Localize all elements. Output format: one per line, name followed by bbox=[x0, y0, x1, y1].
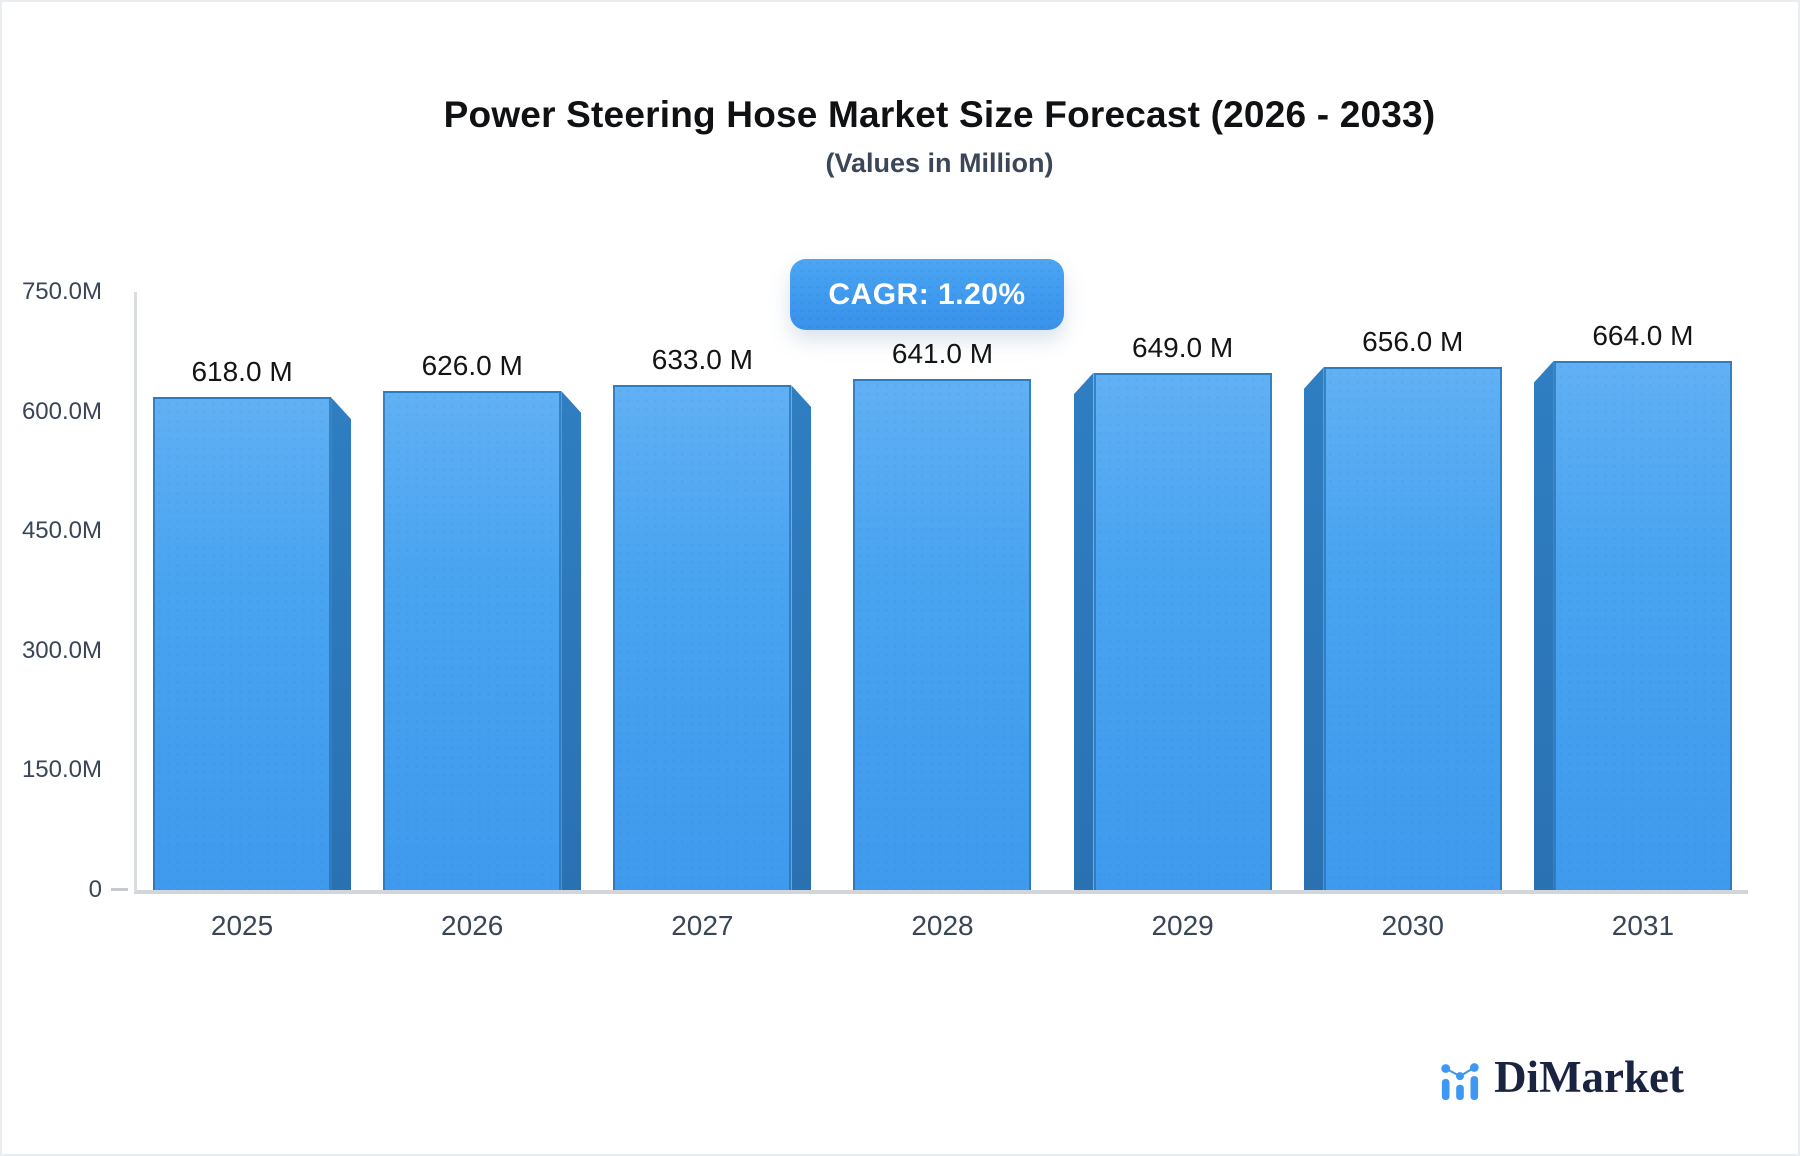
y-axis-label: 150.0M bbox=[21, 756, 102, 784]
bar-3d-2027: 633.0 M 2027 bbox=[613, 344, 812, 941]
bar-value-label: 641.0 M bbox=[891, 337, 994, 369]
plot-area: 618.0 M 2025 626.0 M 2026 633.0 M 2027 641.0 M… bbox=[134, 292, 1748, 941]
chart-title: Power Steering Hose Market Size Forecast… bbox=[443, 94, 1436, 135]
bar-3d-2026: 626.0 M 2026 bbox=[383, 350, 582, 941]
bar-value-label: 626.0 M bbox=[421, 349, 523, 381]
chart-header: Power Steering Hose Market Size Forecast… bbox=[134, 94, 1745, 179]
bar-2027 bbox=[613, 385, 792, 890]
bar-group-2030: 656.0 M 2030 bbox=[1288, 292, 1518, 941]
cagr-badge: CAGR: 1.20% bbox=[790, 259, 1064, 330]
x-axis-label: 2027 bbox=[671, 910, 734, 941]
bar-value-label: 618.0 M bbox=[191, 356, 293, 388]
mini-bar-chart-icon bbox=[1441, 1063, 1479, 1100]
bar-3d-2029: 649.0 M 2029 bbox=[1073, 332, 1272, 941]
zero-tick-mark bbox=[111, 888, 128, 891]
bar-3d-2028: 641.0 M 2028 bbox=[843, 338, 1041, 941]
brand-logo: DiMarket bbox=[1439, 1055, 1684, 1100]
bar-2026 bbox=[383, 390, 562, 890]
y-axis-tick: 750.0M bbox=[22, 277, 102, 307]
bar-value-label: 649.0 M bbox=[1132, 331, 1234, 363]
x-axis-label: 2030 bbox=[1381, 910, 1444, 941]
y-axis-label: 600.0M bbox=[21, 397, 102, 425]
y-axis-tick: 450.0M bbox=[22, 516, 102, 546]
bar-value-label: 656.0 M bbox=[1362, 325, 1464, 357]
bar-2028 bbox=[853, 378, 1032, 890]
brand-logo-text: DiMarket bbox=[1494, 1052, 1684, 1102]
bar-side-face bbox=[561, 390, 582, 890]
bar-side-face bbox=[1073, 372, 1094, 890]
bar-slots: 618.0 M 2025 626.0 M 2026 633.0 M 2027 641.0 M… bbox=[137, 292, 1748, 941]
y-axis-label: 750.0M bbox=[21, 278, 102, 305]
bar-group-2031: 664.0 M 2031 bbox=[1518, 292, 1748, 941]
x-axis-label: 2025 bbox=[210, 910, 274, 941]
bar-2031 bbox=[1553, 360, 1732, 890]
bar-group-2029: 649.0 M 2029 bbox=[1058, 292, 1288, 941]
bar-group-2026: 626.0 M 2026 bbox=[367, 292, 597, 941]
y-axis-label: 450.0M bbox=[21, 517, 102, 545]
x-axis-label: 2026 bbox=[441, 910, 504, 941]
y-axis-tick: 300.0M bbox=[22, 636, 102, 666]
bar-2025 bbox=[153, 397, 332, 890]
bar-side-face bbox=[1303, 366, 1324, 890]
bar-side-face bbox=[1533, 360, 1554, 890]
bar-2029 bbox=[1093, 372, 1272, 890]
bar-group-2028: 641.0 M 2028 bbox=[827, 292, 1057, 941]
bar-side-face bbox=[331, 397, 352, 890]
y-axis-tick: 600.0M bbox=[22, 397, 102, 427]
bar-value-label: 664.0 M bbox=[1592, 319, 1694, 351]
bar-2030 bbox=[1323, 366, 1502, 890]
bar-3d-2025: 618.0 M 2025 bbox=[153, 356, 352, 941]
x-axis-label: 2029 bbox=[1151, 910, 1214, 941]
bar-group-2025: 618.0 M 2025 bbox=[137, 292, 367, 941]
y-axis-gutter: 750.0M 600.0M 450.0M 300.0M 150.0M 0 bbox=[2, 278, 134, 903]
y-axis-tick: 0 bbox=[88, 875, 128, 905]
y-axis-tick: 150.0M bbox=[22, 755, 102, 785]
bar-side-face bbox=[791, 385, 812, 890]
chart-subtitle: (Values in Million) bbox=[825, 148, 1054, 178]
bar-3d-2031: 664.0 M 2031 bbox=[1533, 320, 1732, 941]
bar-3d-2030: 656.0 M 2030 bbox=[1303, 326, 1502, 941]
x-axis-label: 2028 bbox=[911, 910, 974, 941]
y-axis-label: 300.0M bbox=[21, 636, 102, 664]
x-axis-label: 2031 bbox=[1611, 910, 1675, 941]
cagr-badge-label: CAGR: 1.20% bbox=[828, 277, 1026, 311]
y-axis-label: 0 bbox=[88, 876, 102, 903]
bar-group-2027: 633.0 M 2027 bbox=[597, 292, 827, 941]
bar-value-label: 633.0 M bbox=[651, 344, 753, 376]
